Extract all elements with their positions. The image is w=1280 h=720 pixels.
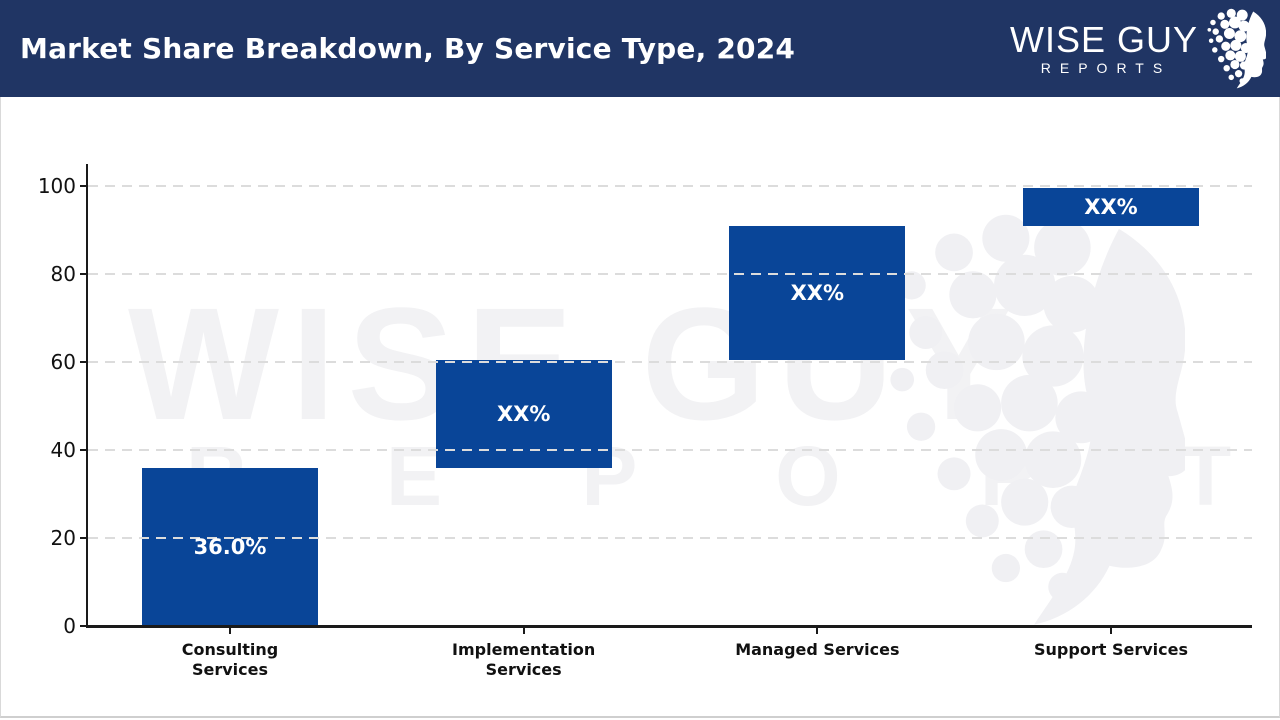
chart-title: Market Share Breakdown, By Service Type,… [20, 32, 796, 65]
y-axis-tick [80, 361, 88, 363]
y-axis-tick-label: 60 [50, 350, 76, 374]
bar-4 [1023, 188, 1199, 226]
y-axis-tick-label: 40 [50, 438, 76, 462]
x-axis-tick [1110, 626, 1112, 634]
logo-text: WISE GUY REPORTS [1009, 19, 1198, 77]
x-axis-category-label: Support Services [1034, 640, 1188, 659]
y-axis-spine [86, 164, 88, 626]
x-axis-category-label: Implementation Services [452, 640, 596, 679]
bar-value-label: XX% [790, 280, 845, 305]
x-axis-category-label: Consulting Services [181, 640, 279, 679]
logo-subtext: REPORTS [1040, 60, 1172, 76]
x-axis-spine [86, 625, 1252, 628]
logo-head-icon [1207, 8, 1266, 88]
wiseguy-logo: WISE GUY REPORTS [1010, 7, 1266, 91]
bar-value-label: XX% [496, 401, 551, 426]
y-axis-tick-label: 20 [50, 526, 76, 550]
bar-3 [729, 225, 906, 360]
gridline-y20 [88, 537, 1252, 539]
report-header: Market Share Breakdown, By Service Type,… [0, 0, 1280, 97]
gridline-y40 [88, 449, 1252, 451]
y-axis-tick [80, 537, 88, 539]
y-axis-tick [80, 449, 88, 451]
x-axis-category-label: Managed Services [735, 640, 900, 659]
y-axis-tick-label: 80 [50, 262, 76, 286]
x-axis-tick [522, 626, 525, 634]
y-axis-tick [80, 273, 88, 275]
gridline-y60 [88, 361, 1252, 363]
x-axis-tick [816, 626, 819, 634]
bar-value-label: XX% [1084, 194, 1138, 219]
x-axis-tick [229, 626, 231, 634]
y-axis-tick [80, 625, 88, 627]
y-axis-tick [80, 185, 88, 187]
y-axis-tick-label: 100 [37, 174, 76, 198]
y-axis-tick-label: 0 [63, 614, 76, 638]
bar-1 [142, 467, 318, 626]
gridline-y100 [88, 185, 1252, 187]
gridline-y80 [88, 273, 1252, 275]
logo-wordmark: WISE GUY [1009, 19, 1198, 60]
bar-value-label: 36.0% [193, 534, 267, 559]
